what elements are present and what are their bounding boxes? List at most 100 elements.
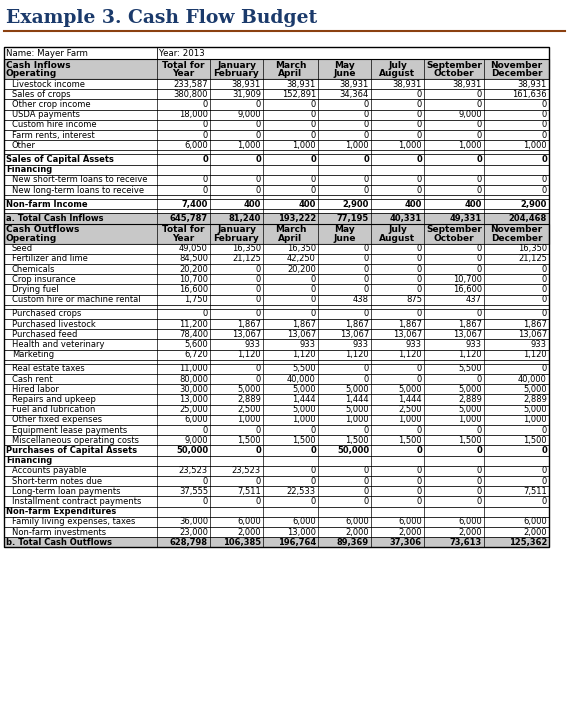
Text: Cash rent: Cash rent (12, 375, 52, 384)
Bar (4, 445, 549, 455)
Text: Repairs and upkeep: Repairs and upkeep (12, 395, 96, 404)
Text: 23,523: 23,523 (232, 467, 261, 475)
Bar (4, 209, 549, 214)
Text: 5,600: 5,600 (184, 340, 208, 349)
Bar (4, 59, 549, 79)
Text: 77,195: 77,195 (337, 214, 369, 223)
Text: 0: 0 (542, 497, 547, 506)
Text: 645,787: 645,787 (170, 214, 208, 223)
Text: Year: Year (172, 233, 195, 243)
Text: 0: 0 (542, 131, 547, 139)
Text: 0: 0 (477, 131, 482, 139)
Text: 106,385: 106,385 (223, 538, 261, 547)
Text: 1,000: 1,000 (292, 416, 316, 424)
Bar (4, 165, 549, 175)
Text: Equipment lease payments: Equipment lease payments (12, 426, 127, 435)
Bar (4, 110, 549, 119)
Text: 13,067: 13,067 (453, 329, 482, 339)
Text: Purchases of Capital Assets: Purchases of Capital Assets (6, 446, 137, 455)
Text: 21,125: 21,125 (232, 255, 261, 264)
Bar (4, 47, 157, 59)
Text: 1,000: 1,000 (523, 141, 547, 150)
Text: 40,000: 40,000 (518, 375, 547, 384)
Text: 5,000: 5,000 (292, 405, 316, 414)
Text: 0: 0 (364, 285, 369, 294)
Text: 400: 400 (405, 200, 422, 209)
Text: 9,000: 9,000 (184, 436, 208, 445)
Text: 0: 0 (417, 131, 422, 139)
Text: 0: 0 (417, 120, 422, 129)
Bar (4, 395, 549, 404)
Text: Year: 2013: Year: 2013 (159, 49, 205, 57)
Text: Sales of Capital Assets: Sales of Capital Assets (6, 155, 114, 164)
Text: December: December (490, 233, 542, 243)
Text: 0: 0 (477, 255, 482, 264)
Text: 9,000: 9,000 (459, 110, 482, 119)
Text: Total for: Total for (162, 61, 205, 69)
Text: 0: 0 (417, 175, 422, 185)
Text: 1,444: 1,444 (345, 395, 369, 404)
Bar (4, 436, 549, 445)
Bar (4, 476, 549, 486)
Text: 0: 0 (255, 175, 261, 185)
Bar (4, 274, 549, 284)
Text: 0: 0 (417, 186, 422, 194)
Text: 1,867: 1,867 (458, 320, 482, 329)
Text: 38,931: 38,931 (287, 80, 316, 88)
Text: New long-term loans to receive: New long-term loans to receive (12, 186, 144, 194)
Text: 6,000: 6,000 (184, 416, 208, 424)
Text: 933: 933 (245, 340, 261, 349)
Text: 37,306: 37,306 (390, 538, 422, 547)
Text: 0: 0 (363, 155, 369, 164)
Text: Accounts payable: Accounts payable (12, 467, 86, 475)
Text: 6,000: 6,000 (237, 518, 261, 527)
Text: 0: 0 (477, 100, 482, 109)
Text: June: June (333, 233, 356, 243)
Text: 0: 0 (417, 244, 422, 253)
Text: 0: 0 (311, 296, 316, 304)
Text: 6,000: 6,000 (398, 518, 422, 527)
Text: 0: 0 (476, 155, 482, 164)
Text: 0: 0 (477, 310, 482, 318)
Text: 1,500: 1,500 (345, 436, 369, 445)
Text: 38,931: 38,931 (518, 80, 547, 88)
Text: 0: 0 (255, 375, 261, 384)
Text: 38,931: 38,931 (232, 80, 261, 88)
Text: 0: 0 (255, 446, 261, 455)
Text: 84,500: 84,500 (179, 255, 208, 264)
Text: 933: 933 (531, 340, 547, 349)
Text: 38,931: 38,931 (453, 80, 482, 88)
Text: 1,000: 1,000 (237, 141, 261, 150)
Text: 1,120: 1,120 (459, 350, 482, 359)
Text: 11,200: 11,200 (179, 320, 208, 329)
Bar (4, 305, 549, 309)
Bar (4, 319, 549, 329)
Bar (4, 284, 549, 295)
Text: 16,350: 16,350 (287, 244, 316, 253)
Text: 0: 0 (417, 275, 422, 284)
Text: 50,000: 50,000 (337, 446, 369, 455)
Text: 0: 0 (203, 426, 208, 435)
Text: 1,867: 1,867 (237, 320, 261, 329)
Bar (4, 309, 549, 319)
Text: 0: 0 (542, 275, 547, 284)
Text: 0: 0 (417, 467, 422, 475)
Text: 0: 0 (311, 131, 316, 139)
Text: 0: 0 (477, 497, 482, 506)
Text: 125,362: 125,362 (509, 538, 547, 547)
Text: 0: 0 (477, 487, 482, 496)
Text: 0: 0 (364, 497, 369, 506)
Bar (4, 223, 549, 244)
Text: 1,500: 1,500 (237, 436, 261, 445)
Bar (4, 455, 549, 466)
Text: March: March (275, 61, 306, 69)
Text: 49,331: 49,331 (450, 214, 482, 223)
Text: 933: 933 (466, 340, 482, 349)
Text: 1,000: 1,000 (398, 416, 422, 424)
Text: 0: 0 (255, 296, 261, 304)
Text: January: January (217, 225, 256, 234)
Text: 1,000: 1,000 (459, 141, 482, 150)
Text: 1,500: 1,500 (459, 436, 482, 445)
Text: 0: 0 (311, 477, 316, 486)
Text: 437: 437 (466, 296, 482, 304)
